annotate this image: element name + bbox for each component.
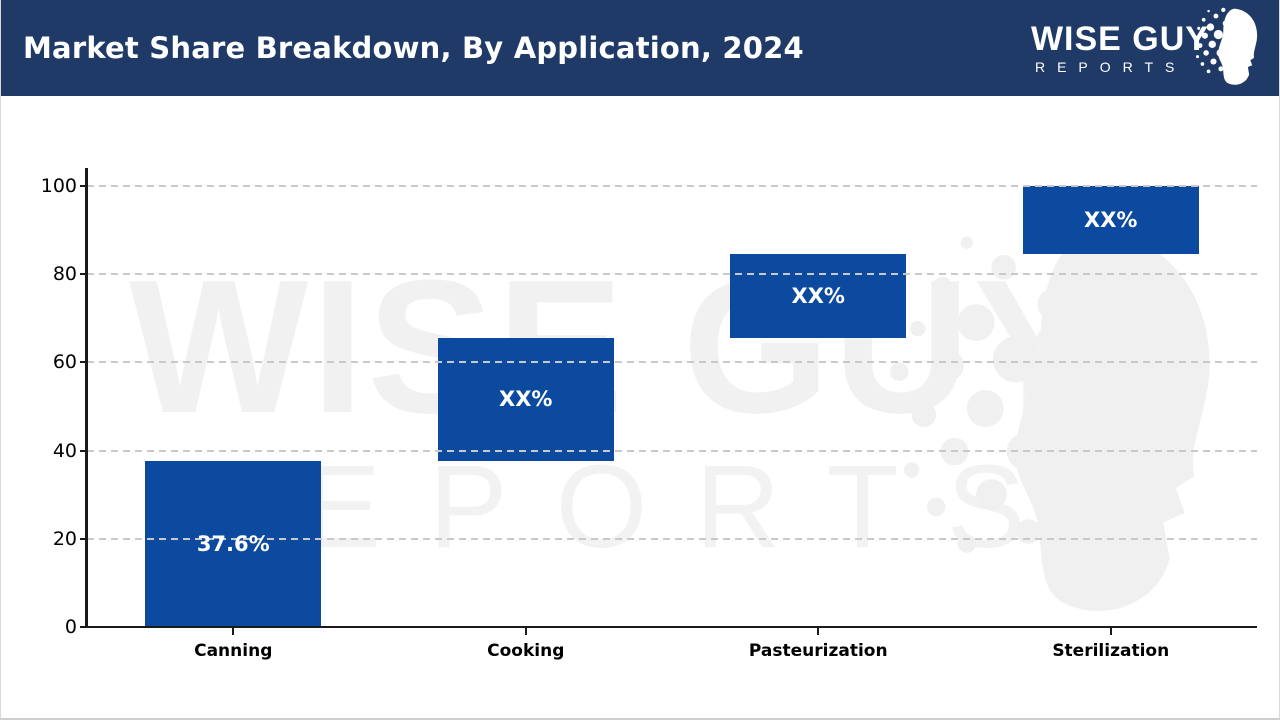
- y-axis-label: 0: [64, 616, 77, 638]
- brand-head-icon: [1193, 7, 1258, 85]
- bar-pasteurization: [730, 254, 907, 338]
- x-tick: [817, 628, 820, 635]
- page-title: Market Share Breakdown, By Application, …: [23, 31, 804, 65]
- bar-label-sterilization: XX%: [1084, 208, 1138, 233]
- gridline-80: [87, 273, 1257, 276]
- bar-label-pasteurization: XX%: [791, 284, 845, 309]
- y-tick: [80, 361, 87, 364]
- y-tick: [80, 626, 87, 628]
- y-tick: [80, 537, 87, 540]
- x-axis-label-sterilization: Sterilization: [1052, 641, 1170, 661]
- brand-logo: WISE GUY REPORTS: [1031, 5, 1265, 91]
- x-tick: [232, 628, 235, 635]
- gridline-20: [87, 537, 1257, 540]
- x-tick: [1109, 628, 1112, 635]
- header-bar: Market Share Breakdown, By Application, …: [1, 0, 1279, 96]
- y-axis-line: [85, 168, 88, 628]
- x-axis-label-pasteurization: Pasteurization: [748, 641, 888, 661]
- y-axis-label: 100: [40, 175, 77, 197]
- x-axis-label-canning: Canning: [194, 641, 273, 661]
- y-axis-label: 40: [52, 439, 77, 462]
- y-tick: [80, 185, 87, 187]
- x-axis-label-cooking: Cooking: [487, 641, 565, 661]
- y-axis-label: 20: [52, 527, 77, 550]
- x-tick: [524, 628, 527, 635]
- bar-label-canning: 37.6%: [196, 532, 270, 557]
- bar-canning: [145, 461, 322, 627]
- x-axis-line: [85, 625, 1257, 628]
- y-tick: [80, 273, 87, 276]
- y-axis-label: 60: [52, 351, 77, 374]
- brand-wordmark-block: WISE GUY REPORTS: [1031, 22, 1209, 74]
- gridline-60: [87, 361, 1257, 364]
- gridline-40: [87, 449, 1257, 452]
- bar-label-cooking: XX%: [499, 387, 553, 412]
- y-tick: [80, 449, 87, 452]
- brand-wordmark: WISE GUY: [1030, 20, 1209, 58]
- gridline-100: [87, 185, 1257, 187]
- y-axis-label: 80: [52, 263, 77, 286]
- brand-sub-wordmark: REPORTS: [1034, 59, 1187, 75]
- bar-cooking: [437, 337, 614, 462]
